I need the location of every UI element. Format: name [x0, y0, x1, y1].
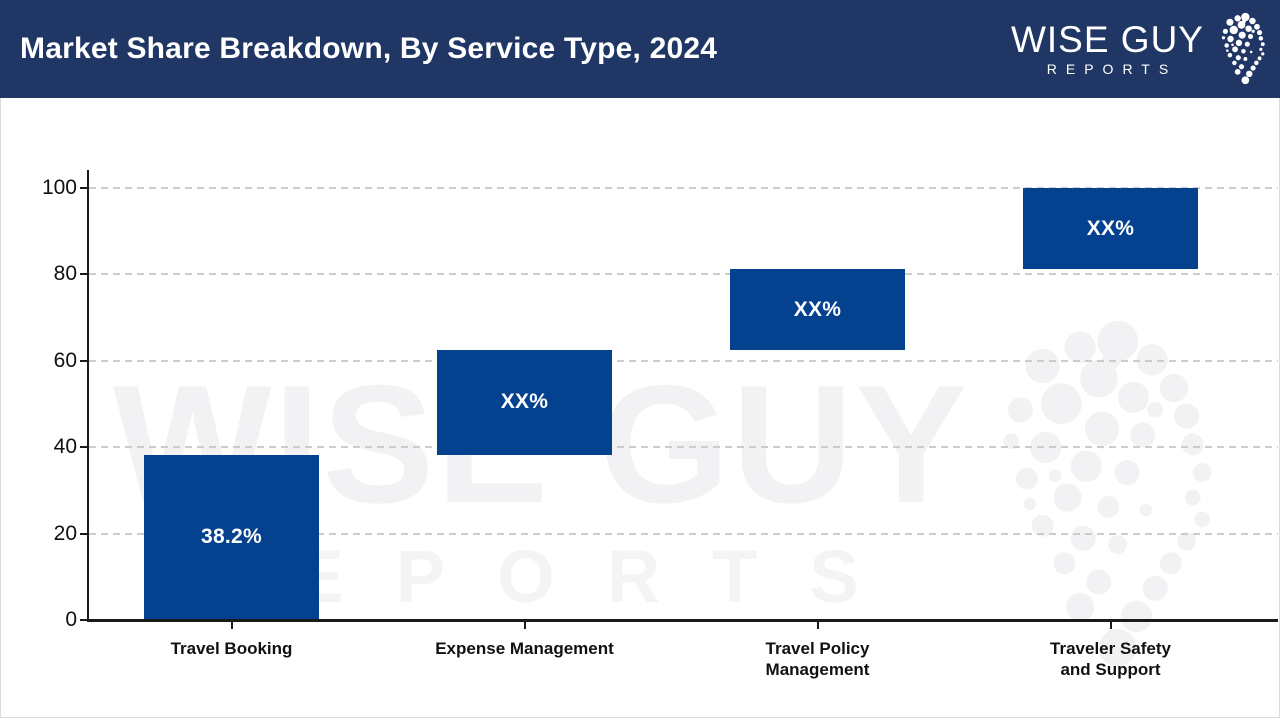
x-category-label-line: and Support	[1060, 660, 1161, 679]
y-tick-label-0: 0	[65, 608, 77, 631]
x-tick-mark	[816, 622, 819, 629]
y-tick-label-60: 60	[53, 348, 77, 372]
x-category-label-line: Travel Booking	[170, 639, 293, 658]
y-tick-mark-20	[80, 532, 87, 535]
bar-value-label: XX%	[1086, 216, 1135, 240]
chart-area: WISE GUY REPORTS 0 20 40 60 80 100 38.2% XX% XX…	[0, 98, 1280, 718]
watermark-head-graphic	[1003, 320, 1212, 667]
x-category-label: Travel Booking	[82, 638, 382, 659]
y-tick-mark-100	[80, 187, 87, 189]
y-tick-label-80: 80	[53, 262, 77, 286]
x-category-label: Expense Management	[375, 638, 675, 659]
x-category-label-line: Travel Policy	[765, 639, 870, 658]
bar-value-label: 38.2%	[200, 525, 263, 549]
header: Market Share Breakdown, By Service Type,…	[0, 0, 1280, 98]
y-tick-mark-60	[80, 359, 87, 362]
x-tick-mark	[523, 622, 526, 629]
bar-segment: XX%	[436, 350, 613, 455]
wise-guy-logo: WISE GUY REPORTS	[1011, 11, 1280, 87]
x-tick-mark	[230, 622, 233, 629]
logo-subtitle-text: REPORTS	[1046, 61, 1178, 77]
y-axis-line	[87, 170, 89, 622]
y-tick-label-20: 20	[53, 521, 77, 545]
gridline-40	[89, 446, 1278, 449]
bar-value-label: XX%	[793, 297, 842, 321]
y-tick-mark-0	[80, 619, 87, 621]
gridline-80	[89, 273, 1278, 276]
logo-head-icon	[1221, 12, 1265, 85]
x-category-label-line: Traveler Safety	[1050, 639, 1171, 658]
x-category-label-line: Expense Management	[435, 639, 614, 658]
y-tick-mark-40	[80, 446, 87, 449]
logo-wordmark: WISE GUY REPORTS	[1011, 21, 1204, 77]
y-tick-label-40: 40	[53, 435, 77, 459]
gridline-20	[89, 532, 1278, 535]
gridline-60	[89, 359, 1278, 362]
x-category-label-line: Management	[765, 660, 870, 679]
page-title: Market Share Breakdown, By Service Type,…	[20, 32, 718, 65]
x-tick-mark	[1109, 622, 1112, 629]
x-category-label: Travel Policy Management	[668, 638, 968, 680]
x-axis-line	[87, 619, 1278, 622]
bar-value-label: XX%	[500, 390, 549, 414]
y-tick-label-100: 100	[41, 176, 77, 199]
y-tick-mark-80	[80, 273, 87, 276]
bar-segment: 38.2%	[143, 454, 320, 620]
logo-title-text: WISE GUY	[1010, 19, 1204, 60]
bar-segment: XX%	[1022, 188, 1199, 270]
x-category-label: Traveler Safety and Support	[961, 638, 1261, 680]
gridline-100	[89, 187, 1278, 189]
bar-segment: XX%	[729, 269, 906, 350]
